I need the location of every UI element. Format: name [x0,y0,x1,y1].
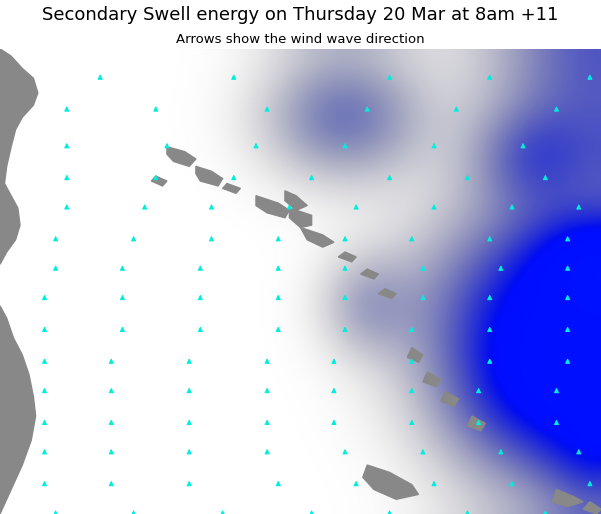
Polygon shape [552,489,583,507]
Polygon shape [468,416,485,431]
Text: Arrows show the wind wave direction: Arrows show the wind wave direction [176,32,425,46]
Polygon shape [0,306,35,514]
Text: Secondary Swell energy on Thursday 20 Mar at 8am +11: Secondary Swell energy on Thursday 20 Ma… [42,6,559,24]
Polygon shape [361,269,379,279]
Polygon shape [151,176,167,186]
Polygon shape [407,347,423,362]
Polygon shape [196,167,222,186]
Polygon shape [338,252,356,262]
Polygon shape [441,392,459,406]
Polygon shape [363,465,418,499]
Polygon shape [256,196,289,218]
Polygon shape [379,289,396,299]
Polygon shape [167,147,196,167]
Polygon shape [289,208,312,228]
Polygon shape [0,49,38,264]
Polygon shape [583,502,601,514]
Polygon shape [285,191,307,210]
Polygon shape [423,372,441,387]
Polygon shape [222,183,240,193]
Polygon shape [300,228,334,247]
